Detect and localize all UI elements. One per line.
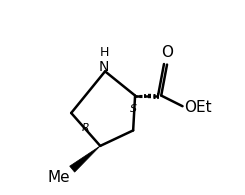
Text: R: R — [82, 123, 90, 134]
Text: OEt: OEt — [184, 100, 212, 115]
Text: N: N — [99, 59, 109, 74]
Text: H: H — [99, 45, 109, 58]
Text: Me: Me — [47, 170, 70, 185]
Text: S: S — [130, 104, 137, 114]
Polygon shape — [70, 146, 100, 172]
Text: O: O — [161, 45, 173, 60]
